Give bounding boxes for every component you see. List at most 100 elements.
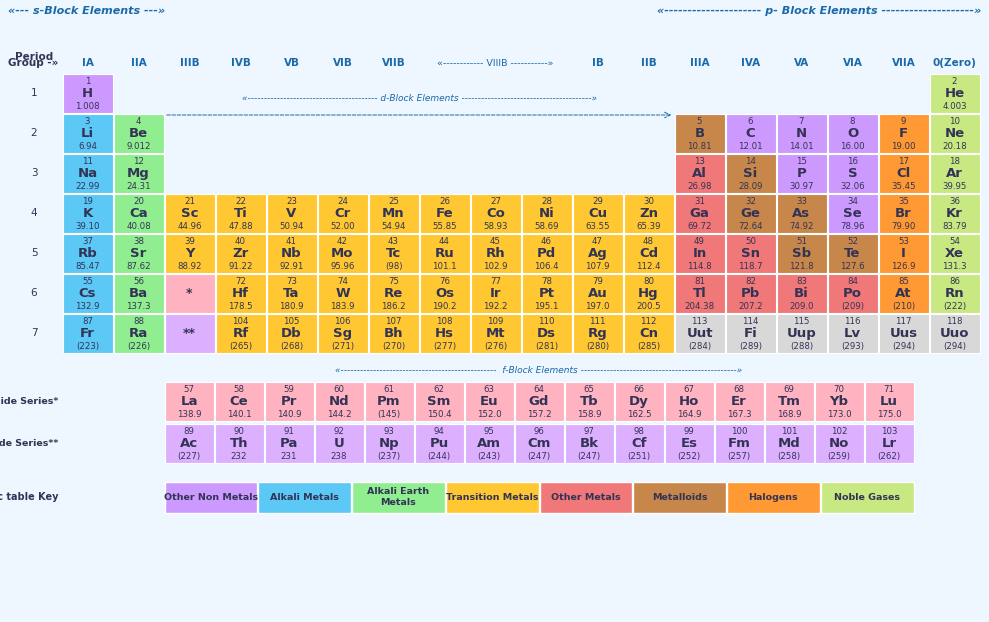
- Text: 79: 79: [592, 277, 603, 286]
- Text: Gd: Gd: [529, 396, 549, 408]
- Text: Yb: Yb: [830, 396, 849, 408]
- Text: 93: 93: [384, 427, 395, 436]
- Text: Noble Gases: Noble Gases: [834, 493, 900, 501]
- Text: Pr: Pr: [281, 396, 297, 408]
- Text: 36: 36: [949, 197, 960, 206]
- Text: 38: 38: [133, 237, 144, 246]
- FancyBboxPatch shape: [776, 193, 827, 233]
- FancyBboxPatch shape: [674, 193, 725, 233]
- Text: 55.85: 55.85: [432, 222, 457, 231]
- Text: 73: 73: [286, 277, 297, 286]
- Text: Ce: Ce: [229, 396, 248, 408]
- Text: 197.0: 197.0: [585, 302, 610, 311]
- Text: 21: 21: [184, 197, 195, 206]
- Text: Ta: Ta: [283, 287, 300, 300]
- Text: Ac: Ac: [180, 437, 198, 450]
- Text: 15: 15: [796, 157, 807, 166]
- Text: 19.00: 19.00: [891, 142, 916, 151]
- FancyBboxPatch shape: [114, 274, 163, 312]
- Text: Uup: Uup: [786, 327, 816, 340]
- Text: 85: 85: [898, 277, 909, 286]
- Text: 50: 50: [745, 237, 756, 246]
- Text: Re: Re: [384, 287, 404, 300]
- Text: 29: 29: [592, 197, 603, 206]
- FancyBboxPatch shape: [114, 154, 163, 192]
- FancyBboxPatch shape: [828, 274, 877, 312]
- FancyBboxPatch shape: [776, 274, 827, 312]
- Text: 49: 49: [694, 237, 705, 246]
- Text: 61: 61: [384, 385, 395, 394]
- FancyBboxPatch shape: [258, 481, 351, 513]
- FancyBboxPatch shape: [369, 274, 418, 312]
- FancyBboxPatch shape: [930, 274, 979, 312]
- FancyBboxPatch shape: [714, 424, 764, 463]
- Text: 58.93: 58.93: [484, 222, 507, 231]
- Text: 30: 30: [643, 197, 654, 206]
- Text: Cn: Cn: [639, 327, 658, 340]
- FancyBboxPatch shape: [62, 313, 113, 353]
- Text: 88.92: 88.92: [177, 262, 202, 271]
- FancyBboxPatch shape: [164, 481, 257, 513]
- Text: 33: 33: [796, 197, 807, 206]
- Text: (294): (294): [943, 342, 966, 351]
- FancyBboxPatch shape: [573, 193, 622, 233]
- Text: 92.91: 92.91: [279, 262, 304, 271]
- Text: 1.008: 1.008: [75, 102, 100, 111]
- Text: 83: 83: [796, 277, 807, 286]
- Text: 209.0: 209.0: [789, 302, 814, 311]
- FancyBboxPatch shape: [215, 381, 263, 420]
- Text: IIB: IIB: [641, 58, 657, 68]
- Text: (265): (265): [228, 342, 252, 351]
- Text: 90: 90: [233, 427, 244, 436]
- FancyBboxPatch shape: [352, 481, 445, 513]
- Text: 40: 40: [235, 237, 246, 246]
- Text: 28: 28: [541, 197, 552, 206]
- Text: 6: 6: [31, 288, 38, 298]
- Text: 127.6: 127.6: [841, 262, 864, 271]
- FancyBboxPatch shape: [414, 381, 464, 420]
- Text: Tl: Tl: [692, 287, 706, 300]
- FancyBboxPatch shape: [419, 274, 470, 312]
- Text: At: At: [895, 287, 912, 300]
- Text: Sg: Sg: [333, 327, 352, 340]
- FancyBboxPatch shape: [471, 274, 520, 312]
- Text: 47: 47: [592, 237, 603, 246]
- Text: 65.39: 65.39: [636, 222, 661, 231]
- Text: IVA: IVA: [741, 58, 761, 68]
- FancyBboxPatch shape: [62, 274, 113, 312]
- Text: Kr: Kr: [946, 207, 963, 220]
- FancyBboxPatch shape: [878, 113, 929, 152]
- Text: 200.5: 200.5: [636, 302, 661, 311]
- Text: Na: Na: [77, 167, 98, 180]
- Text: 183.9: 183.9: [330, 302, 355, 311]
- Text: Po: Po: [843, 287, 862, 300]
- Text: 192.2: 192.2: [484, 302, 507, 311]
- Text: Sc: Sc: [181, 207, 198, 220]
- FancyBboxPatch shape: [930, 154, 979, 192]
- FancyBboxPatch shape: [623, 233, 674, 272]
- FancyBboxPatch shape: [216, 193, 265, 233]
- Text: Uut: Uut: [686, 327, 713, 340]
- Text: 112.4: 112.4: [636, 262, 661, 271]
- Text: 22: 22: [235, 197, 246, 206]
- Text: Pu: Pu: [429, 437, 449, 450]
- Text: 63.55: 63.55: [585, 222, 610, 231]
- Text: 104: 104: [232, 317, 249, 326]
- Text: 37: 37: [82, 237, 93, 246]
- Text: 175.0: 175.0: [876, 410, 901, 419]
- FancyBboxPatch shape: [164, 274, 215, 312]
- Text: 89: 89: [184, 427, 195, 436]
- Text: 87: 87: [82, 317, 93, 326]
- Text: B: B: [694, 128, 704, 141]
- Text: 12: 12: [133, 157, 144, 166]
- Text: La: La: [180, 396, 198, 408]
- Text: 39.95: 39.95: [943, 182, 966, 191]
- FancyBboxPatch shape: [62, 233, 113, 272]
- Text: Ca: Ca: [130, 207, 147, 220]
- FancyBboxPatch shape: [815, 424, 863, 463]
- Text: 111: 111: [589, 317, 605, 326]
- Text: Nd: Nd: [328, 396, 349, 408]
- FancyBboxPatch shape: [264, 424, 314, 463]
- Text: Dy: Dy: [629, 396, 649, 408]
- Text: 77: 77: [490, 277, 501, 286]
